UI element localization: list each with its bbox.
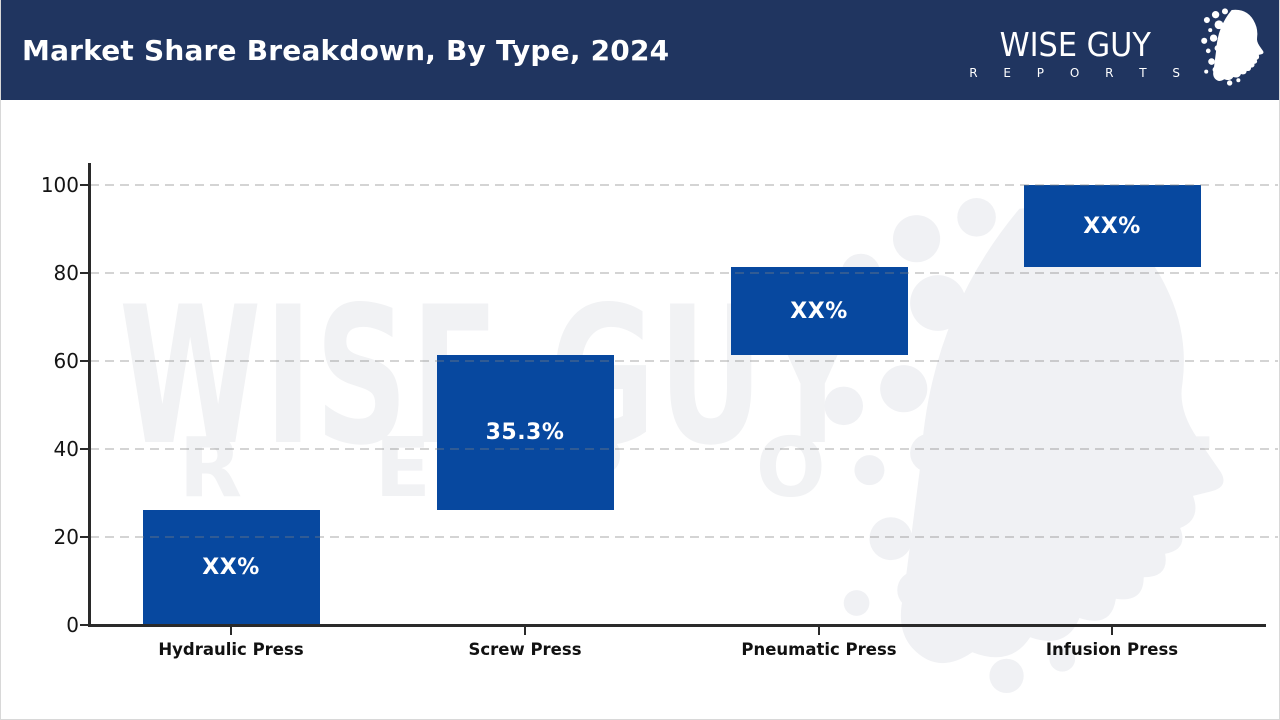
y-tick-label: 80 [53, 261, 79, 285]
bar-value-label: XX% [1083, 213, 1141, 239]
gridline-80 [90, 272, 1278, 274]
y-tick-label: 0 [66, 613, 79, 637]
x-tick-mark [818, 627, 820, 635]
bar-value-label: 35.3% [485, 419, 565, 445]
gridline-60 [90, 360, 1278, 362]
brand-wordmarks: WISE GUY R E P O R T S [959, 25, 1191, 80]
y-tick-mark [80, 448, 89, 450]
y-axis-spine [88, 163, 91, 626]
x-category-label: Hydraulic Press [158, 640, 304, 659]
bar-value-label: XX% [790, 298, 848, 324]
x-category-label: Pneumatic Press [741, 640, 897, 659]
gridline-100 [90, 184, 1278, 186]
x-tick-mark [230, 627, 232, 635]
gridline-20 [90, 536, 1278, 538]
y-tick-mark [80, 184, 89, 186]
y-tick-mark [80, 272, 89, 274]
x-tick-mark [524, 627, 526, 635]
brand-wordmark: WISE GUY [999, 24, 1151, 64]
y-tick-mark [80, 624, 89, 626]
page-title: Market Share Breakdown, By Type, 2024 [22, 33, 670, 67]
y-tick-label: 100 [40, 173, 79, 197]
y-tick-label: 60 [53, 349, 79, 373]
wiseguy-head-icon [1201, 8, 1264, 86]
bar-value-label: XX% [202, 555, 260, 581]
brand-wordmark-sub: R E P O R T S [969, 65, 1191, 80]
x-axis-spine [88, 624, 1266, 627]
brand-logo: WISE GUY R E P O R T S [959, 6, 1271, 88]
bar-infusion-press: XX% [1023, 185, 1201, 268]
gridline-40 [90, 448, 1278, 450]
y-tick-label: 40 [53, 437, 79, 461]
bar-screw-press: 35.3% [436, 354, 614, 511]
bar-pneumatic-press: XX% [730, 267, 908, 355]
x-tick-mark [1111, 627, 1113, 635]
y-tick-mark [80, 360, 89, 362]
y-tick-label: 20 [53, 525, 79, 549]
x-category-label: Infusion Press [1045, 640, 1179, 659]
y-tick-mark [80, 536, 89, 538]
header-bar: Market Share Breakdown, By Type, 2024 WI… [1, 0, 1279, 100]
bar-hydraulic-press: XX% [142, 510, 320, 625]
x-category-label: Screw Press [468, 640, 582, 659]
